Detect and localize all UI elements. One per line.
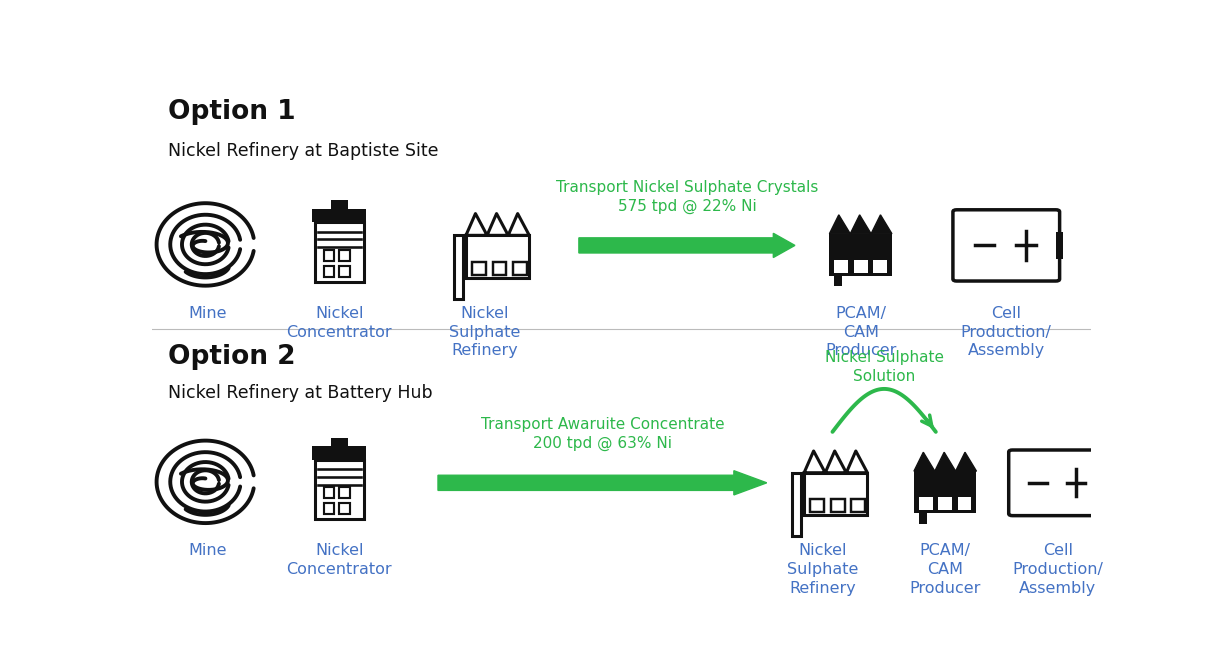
- Bar: [324, 266, 335, 277]
- Bar: [853, 260, 868, 273]
- Bar: [339, 266, 350, 277]
- Text: Option 1: Option 1: [168, 99, 296, 125]
- Bar: [492, 262, 507, 275]
- Text: Transport Nickel Sulphate Crystals
575 tpd @ 22% Ni: Transport Nickel Sulphate Crystals 575 t…: [556, 180, 818, 214]
- Polygon shape: [313, 447, 366, 459]
- Bar: [938, 497, 953, 510]
- FancyBboxPatch shape: [953, 210, 1059, 281]
- Bar: [1103, 470, 1110, 495]
- Bar: [315, 459, 364, 519]
- Polygon shape: [914, 452, 977, 471]
- FancyArrow shape: [579, 234, 795, 258]
- Text: Mine: Mine: [189, 543, 227, 558]
- Text: Nickel
Concentrator: Nickel Concentrator: [286, 543, 393, 577]
- Polygon shape: [313, 209, 366, 222]
- Text: PCAM/
CAM
Producer: PCAM/ CAM Producer: [825, 306, 897, 358]
- Bar: [315, 222, 364, 282]
- Text: Mine: Mine: [189, 306, 227, 321]
- Polygon shape: [804, 451, 868, 473]
- Text: PCAM/
CAM
Producer: PCAM/ CAM Producer: [909, 543, 981, 596]
- Text: Nickel
Concentrator: Nickel Concentrator: [286, 306, 393, 340]
- Text: Nickel
Sulphate
Refinery: Nickel Sulphate Refinery: [450, 306, 521, 358]
- Bar: [339, 487, 350, 499]
- FancyArrow shape: [438, 471, 767, 495]
- Bar: [473, 262, 486, 275]
- Text: Cell
Production/
Assembly: Cell Production/ Assembly: [961, 306, 1052, 358]
- Bar: [811, 499, 824, 512]
- Bar: [324, 249, 335, 261]
- Text: Nickel
Sulphate
Refinery: Nickel Sulphate Refinery: [788, 543, 859, 596]
- Text: Nickel Refinery at Battery Hub: Nickel Refinery at Battery Hub: [168, 384, 433, 402]
- Polygon shape: [829, 215, 892, 234]
- Bar: [331, 438, 348, 447]
- Bar: [830, 499, 845, 512]
- Bar: [957, 497, 972, 510]
- Bar: [1056, 232, 1063, 259]
- Text: Option 2: Option 2: [168, 344, 296, 370]
- Bar: [914, 471, 977, 514]
- Bar: [851, 499, 865, 512]
- Polygon shape: [465, 214, 530, 236]
- Bar: [873, 260, 887, 273]
- Bar: [465, 236, 530, 278]
- Bar: [339, 503, 350, 514]
- FancyBboxPatch shape: [1008, 450, 1107, 516]
- Bar: [513, 262, 527, 275]
- Bar: [829, 234, 892, 276]
- Text: Cell
Production/
Assembly: Cell Production/ Assembly: [1012, 543, 1103, 596]
- Text: Nickel Refinery at Baptiste Site: Nickel Refinery at Baptiste Site: [168, 142, 439, 160]
- Bar: [454, 236, 463, 299]
- Bar: [834, 260, 848, 273]
- Bar: [324, 487, 335, 499]
- Bar: [804, 473, 868, 516]
- Bar: [834, 234, 842, 286]
- Text: Nickel Sulphate
Solution: Nickel Sulphate Solution: [824, 350, 944, 384]
- Bar: [324, 503, 335, 514]
- Bar: [919, 471, 927, 523]
- Bar: [919, 497, 933, 510]
- Bar: [793, 473, 801, 537]
- Bar: [331, 200, 348, 209]
- Bar: [339, 249, 350, 261]
- Text: Transport Awaruite Concentrate
200 tpd @ 63% Ni: Transport Awaruite Concentrate 200 tpd @…: [480, 417, 725, 451]
